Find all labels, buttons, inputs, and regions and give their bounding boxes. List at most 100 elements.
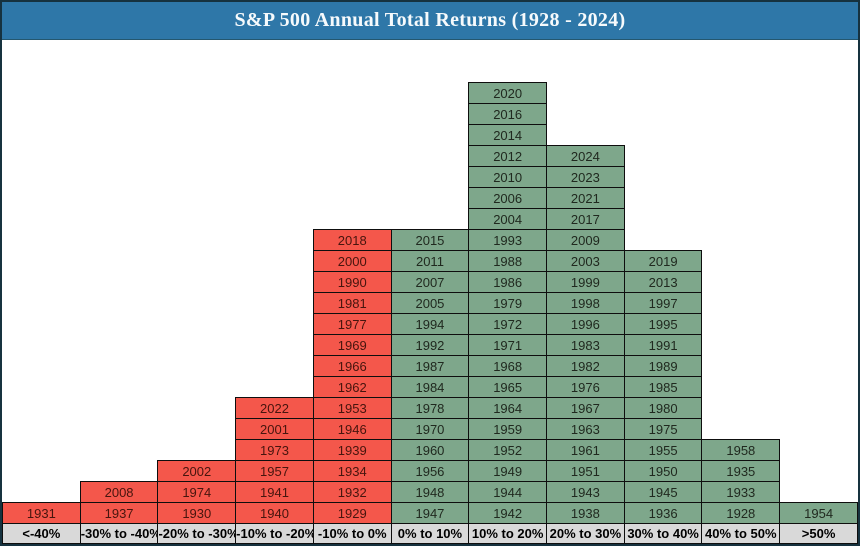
empty-cell — [701, 187, 780, 209]
year-cell: 1977 — [312, 313, 392, 335]
empty-cell — [157, 271, 236, 293]
year-cell: 1979 — [468, 292, 548, 314]
axis-label: 0% to 10% — [390, 523, 470, 544]
empty-cell — [235, 208, 314, 230]
histogram-row: 2020 — [2, 82, 858, 104]
empty-cell — [157, 187, 236, 209]
year-cell: 2023 — [546, 166, 625, 188]
empty-cell — [779, 187, 858, 209]
year-cell: 1939 — [312, 439, 392, 461]
year-cell: 1963 — [546, 418, 625, 440]
year-cell: 1987 — [390, 355, 470, 377]
empty-cell — [701, 355, 780, 377]
year-cell: 2019 — [623, 250, 703, 272]
year-cell: 1955 — [623, 439, 703, 461]
empty-cell — [779, 397, 858, 419]
year-cell: 2009 — [546, 229, 625, 251]
empty-cell — [235, 271, 314, 293]
empty-cell — [779, 208, 858, 230]
empty-cell — [2, 229, 81, 251]
empty-cell — [80, 229, 158, 251]
histogram-row: 2004 2017 — [2, 208, 858, 230]
empty-cell — [157, 439, 236, 461]
year-cell: 1999 — [546, 271, 625, 293]
empty-cell — [80, 376, 158, 398]
year-cell: 2012 — [468, 145, 548, 167]
year-cell: 1975 — [623, 418, 703, 440]
year-cell: 1969 — [312, 334, 392, 356]
histogram-row: 2022 1953 1978 1964 1967 1980 — [2, 397, 858, 419]
year-cell: 1986 — [468, 271, 548, 293]
empty-cell — [313, 145, 392, 167]
year-cell: 1972 — [468, 313, 548, 335]
empty-cell — [779, 355, 858, 377]
year-cell: 1947 — [390, 502, 470, 524]
empty-cell — [235, 166, 314, 188]
histogram-row: 1962 1984 1965 1976 1985 — [2, 376, 858, 398]
empty-cell — [80, 166, 158, 188]
histogram-row: 1990 2007 1986 1999 2013 — [2, 271, 858, 293]
year-cell: 1936 — [623, 502, 703, 524]
empty-cell — [313, 166, 392, 188]
empty-cell — [779, 313, 858, 335]
empty-cell — [2, 397, 81, 419]
empty-cell — [779, 124, 858, 146]
year-cell: 2001 — [235, 418, 314, 440]
empty-cell — [80, 418, 158, 440]
empty-cell — [701, 397, 780, 419]
chart-title: S&P 500 Annual Total Returns (1928 - 202… — [234, 9, 626, 31]
year-cell: 1946 — [312, 418, 392, 440]
year-cell: 2016 — [468, 103, 548, 125]
empty-cell — [235, 229, 314, 251]
empty-cell — [2, 145, 81, 167]
empty-cell — [701, 145, 780, 167]
empty-cell — [391, 208, 469, 230]
empty-cell — [2, 82, 81, 104]
axis-label: <-40% — [2, 523, 81, 544]
empty-cell — [391, 103, 469, 125]
year-cell: 2004 — [468, 208, 548, 230]
year-cell: 2024 — [546, 145, 625, 167]
empty-cell — [779, 292, 858, 314]
empty-cell — [2, 103, 81, 125]
histogram-row: 2006 2021 — [2, 187, 858, 209]
empty-cell — [391, 166, 469, 188]
year-cell: 2006 — [468, 187, 548, 209]
year-cell: 1942 — [468, 502, 548, 524]
empty-cell — [701, 166, 780, 188]
year-cell: 1981 — [312, 292, 392, 314]
histogram-row: 2018 2015 1993 2009 — [2, 229, 858, 251]
empty-cell — [391, 124, 469, 146]
year-cell: 1978 — [390, 397, 470, 419]
axis-label: -10% to 0% — [312, 523, 392, 544]
year-cell: 1949 — [468, 460, 548, 482]
empty-cell — [80, 397, 158, 419]
year-cell: 1937 — [79, 502, 159, 524]
axis-label: >50% — [779, 523, 858, 544]
empty-cell — [2, 418, 81, 440]
year-cell: 1951 — [546, 460, 625, 482]
year-cell: 2005 — [390, 292, 470, 314]
empty-cell — [2, 250, 81, 272]
year-cell: 1957 — [235, 460, 314, 482]
year-cell: 2014 — [468, 124, 548, 146]
year-cell: 1931 — [2, 502, 81, 524]
empty-cell — [624, 187, 702, 209]
empty-cell — [779, 229, 858, 251]
empty-cell — [157, 82, 236, 104]
year-cell: 1960 — [390, 439, 470, 461]
year-cell: 1993 — [468, 229, 548, 251]
year-cell: 1997 — [623, 292, 703, 314]
empty-cell — [624, 166, 702, 188]
year-cell: 2015 — [390, 229, 470, 251]
empty-cell — [157, 418, 236, 440]
year-cell: 1964 — [468, 397, 548, 419]
empty-cell — [779, 271, 858, 293]
empty-cell — [701, 250, 780, 272]
year-cell: 1941 — [235, 481, 314, 503]
year-cell: 1970 — [390, 418, 470, 440]
year-cell: 1935 — [701, 460, 781, 482]
empty-cell — [2, 166, 81, 188]
empty-cell — [235, 103, 314, 125]
empty-cell — [624, 208, 702, 230]
